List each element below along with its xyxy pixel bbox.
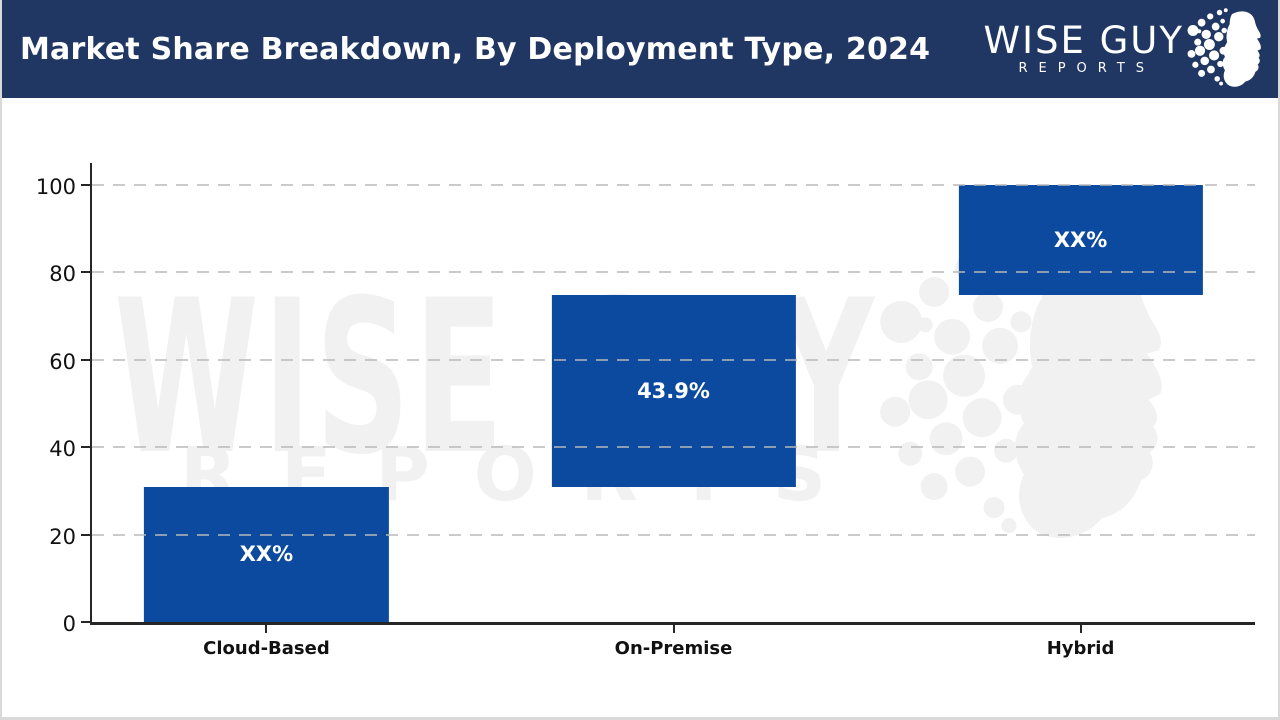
x-axis-label-hybrid: Hybrid	[1046, 638, 1115, 659]
y-tick-mark	[81, 271, 90, 274]
bar-value-label: 43.9%	[637, 378, 710, 403]
y-tick-mark	[81, 621, 90, 623]
x-tick-mark	[672, 625, 675, 633]
chart-title: Market Share Breakdown, By Deployment Ty…	[20, 31, 931, 67]
x-tick-mark	[265, 625, 268, 633]
y-tick-label: 20	[49, 524, 76, 549]
logo-subtitle: REPORTS	[1018, 61, 1156, 76]
logo-face-icon	[1186, 7, 1264, 91]
wise-guy-reports-logo: WISE GUY REPORTS	[984, 7, 1264, 91]
logo-wordmark: WISE GUY	[983, 19, 1184, 62]
y-tick-label: 60	[49, 349, 76, 374]
gridline-y-40	[92, 446, 1255, 449]
y-tick-mark	[81, 183, 90, 186]
bar-value-label: XX%	[239, 542, 294, 567]
gridline-y-100	[92, 183, 1255, 186]
y-tick-label: 40	[49, 437, 76, 462]
gridline-y-80	[92, 271, 1255, 274]
bar-hybrid	[958, 184, 1203, 295]
bar-on-premise	[551, 294, 796, 487]
y-tick-mark	[81, 358, 90, 361]
logo-text: WISE GUY REPORTS	[984, 22, 1184, 76]
bar-value-label: XX%	[1053, 227, 1108, 252]
bar-chart-plot-area: XX% Cloud-Based 43.9% On-Premise XX% Hybrid 0 2…	[36, 163, 1255, 659]
bar-cloud-based	[144, 486, 389, 622]
x-tick-mark	[1079, 625, 1082, 633]
y-tick-mark	[81, 446, 90, 449]
y-tick-label: 0	[62, 612, 76, 636]
x-axis-label-on-premise: On-Premise	[614, 638, 733, 659]
y-tick-label: 80	[49, 262, 76, 287]
header-bar: Market Share Breakdown, By Deployment Ty…	[2, 0, 1278, 98]
gridline-y-60	[92, 358, 1255, 361]
y-tick-mark	[81, 533, 90, 536]
x-axis-label-cloud-based: Cloud-Based	[203, 638, 330, 659]
y-tick-label: 100	[35, 174, 76, 199]
gridline-y-20	[92, 533, 1255, 536]
